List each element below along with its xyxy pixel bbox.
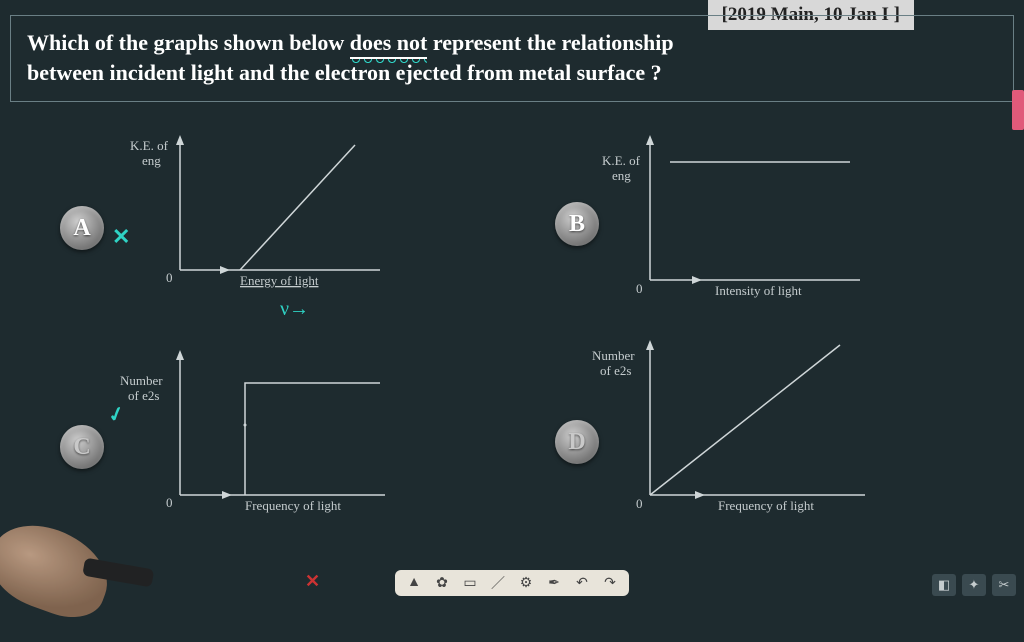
toolbar: ▲ ✿ ▭ ／ ⚙ ✒ ↶ ↷ (395, 570, 629, 596)
graph-d-ylabel1: Number (592, 348, 635, 363)
graph-a-xlabel: Energy of light (240, 273, 319, 288)
line-tool-icon[interactable]: ／ (487, 573, 509, 593)
corner-tool-1-icon[interactable]: ◧ (932, 574, 956, 596)
option-b-badge[interactable]: B (555, 202, 599, 246)
corner-tools: ◧ ✦ ✂ (932, 574, 1016, 596)
graph-b-origin: 0 (636, 281, 643, 296)
graphs-area: A B C D ✕ ✓ K.E. of eng 0 Energy of ligh… (0, 120, 1024, 570)
redo-tool-icon[interactable]: ↷ (599, 573, 621, 593)
option-c-badge[interactable]: C (60, 425, 104, 469)
graph-c-origin: 0 (166, 495, 173, 510)
graph-d: Number of e2s 0 Frequency of light (620, 335, 900, 525)
graph-a-origin: 0 (166, 270, 173, 285)
cursor-tool-icon[interactable]: ▲ (403, 573, 425, 593)
rect-tool-icon[interactable]: ▭ (459, 573, 481, 593)
graph-b: K.E. of eng 0 Intensity of light (620, 130, 900, 310)
graph-d-ylabel2: of e2s (600, 363, 631, 378)
graph-b-ylabel1: K.E. of (602, 153, 641, 168)
cross-annotation-icon: ✕ (112, 224, 130, 250)
question-line2: between incident light and the electron … (27, 60, 662, 85)
question-emphasis: does not (350, 30, 428, 59)
graph-a: K.E. of eng 0 Energy of light (150, 130, 410, 300)
option-a-badge[interactable]: A (60, 206, 104, 250)
graph-a-ylabel1: K.E. of (130, 138, 169, 153)
question-text-pre: Which of the graphs shown below (27, 30, 350, 55)
undo-tool-icon[interactable]: ↶ (571, 573, 593, 593)
tick-annotation-icon: ✓ (105, 400, 128, 428)
pen-tool-icon[interactable]: ✒ (543, 573, 565, 593)
option-d-badge[interactable]: D (555, 420, 599, 464)
nu-annotation: ν→ (280, 298, 309, 321)
graph-a-ylabel2: eng (142, 153, 161, 168)
gear-tool-icon[interactable]: ⚙ (515, 573, 537, 593)
question-box: Which of the graphs shown below does not… (10, 15, 1014, 102)
graph-d-origin: 0 (636, 496, 643, 511)
corner-tool-2-icon[interactable]: ✦ (962, 574, 986, 596)
graph-b-ylabel2: eng (612, 168, 631, 183)
graph-d-xlabel: Frequency of light (718, 498, 814, 513)
corner-tool-3-icon[interactable]: ✂ (992, 574, 1016, 596)
close-icon[interactable]: ✕ (305, 571, 320, 592)
flower-tool-icon[interactable]: ✿ (431, 573, 453, 593)
graph-c-xlabel: Frequency of light (245, 498, 341, 513)
graph-c-ylabel1: Number (120, 373, 163, 388)
graph-c-ylabel2: of e2s (128, 388, 159, 403)
graph-c: Number of e2s 0 Frequency of light (150, 345, 420, 525)
graph-b-xlabel: Intensity of light (715, 283, 802, 298)
question-text-post: represent the relationship (427, 30, 673, 55)
